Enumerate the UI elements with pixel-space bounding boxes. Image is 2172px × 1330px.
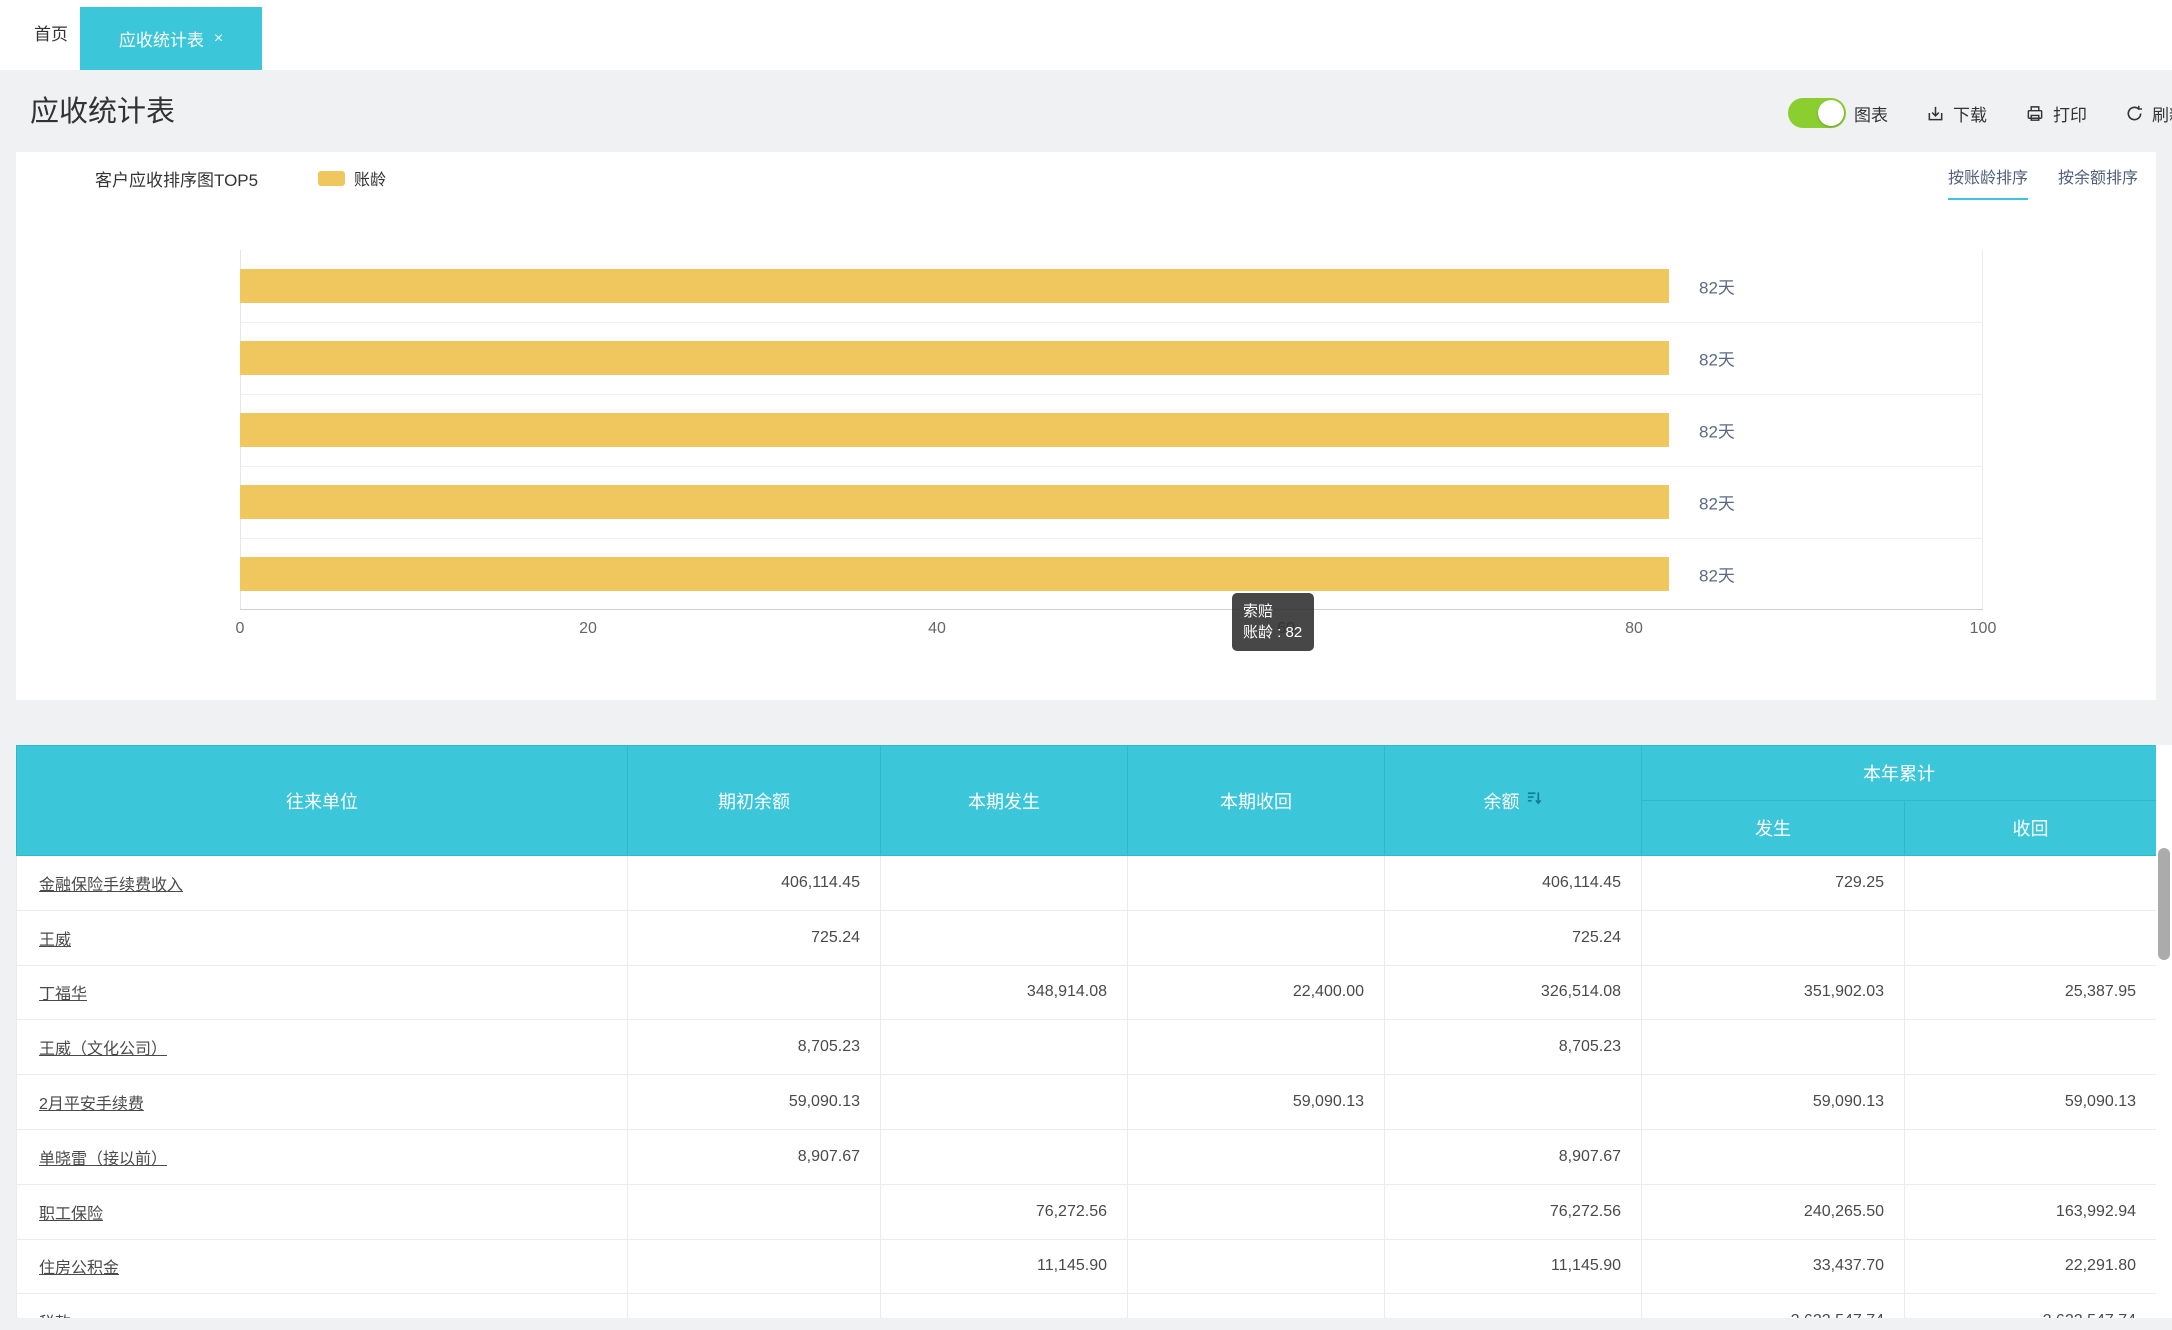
unit-link[interactable]: 2月平安手续费 xyxy=(39,1096,144,1114)
printer-icon xyxy=(2025,104,2045,123)
tab-home[interactable]: 首页 xyxy=(34,25,68,44)
bar-value-label: 82天 xyxy=(1699,566,1735,586)
bar-value-label: 82天 xyxy=(1699,422,1735,442)
x-tick: 40 xyxy=(928,620,946,637)
balance-header-label: 余额 xyxy=(1483,791,1520,812)
col-header-ytd: 本年累计 xyxy=(1641,745,2156,801)
vertical-scrollbar xyxy=(2156,745,2172,1318)
refresh-button[interactable]: 刷新 xyxy=(2125,101,2172,126)
unit-link[interactable]: 金融保险手续费收入 xyxy=(39,876,184,894)
refresh-label: 刷新 xyxy=(2152,105,2172,125)
x-tick: 0 xyxy=(235,620,245,637)
sort-descending-icon[interactable] xyxy=(1526,789,1543,812)
tab-receivable-statistics[interactable]: 应收统计表 × xyxy=(80,7,262,70)
chart-toggle-switch[interactable] xyxy=(1788,98,1846,128)
toggle-knob xyxy=(1818,100,1844,126)
close-icon[interactable]: × xyxy=(213,29,224,47)
x-tick: 20 xyxy=(579,620,597,637)
bar-segment[interactable] xyxy=(240,341,1670,375)
unit-link[interactable]: 单晓雷（接以前） xyxy=(39,1150,168,1168)
bar-segment[interactable] xyxy=(240,413,1670,447)
page-title: 应收统计表 xyxy=(30,96,176,128)
x-tick: 100 xyxy=(1969,620,1997,637)
x-axis-line xyxy=(240,609,1983,610)
col-header-current-incurred[interactable]: 本期发生 xyxy=(880,745,1128,856)
table-row: 税款 2,622,547.74 2,622,547.74 xyxy=(16,1293,2156,1318)
col-header-balance[interactable]: 余额 xyxy=(1384,745,1642,856)
table-row: 金融保险手续费收入 406,114.45 406,114.45 729.25 xyxy=(16,855,2156,911)
bar-segment[interactable] xyxy=(240,557,1670,591)
download-button[interactable]: 下载 xyxy=(1926,101,1987,126)
unit-link[interactable]: 王威 xyxy=(39,931,72,949)
unit-link[interactable]: 王威（文化公司） xyxy=(39,1041,168,1059)
receivable-chart-panel: 客户应收排序图TOP5 账龄 按账龄排序 按余额排序 王威 王威（文化公... … xyxy=(16,152,2156,700)
receivable-table: 往来单位 期初余额 本期发生 本期收回 余额 本年累计 xyxy=(16,745,2156,1318)
gridline xyxy=(240,394,1983,395)
print-button[interactable]: 打印 xyxy=(2025,101,2087,126)
col-header-ytd-recovered[interactable]: 收回 xyxy=(1904,800,2156,856)
table-row: 王威（文化公司） 8,705.23 8,705.23 xyxy=(16,1019,2156,1076)
bar-value-label: 82天 xyxy=(1699,350,1735,370)
tooltip-value: 账龄 : 82 xyxy=(1243,624,1303,641)
table-row: 2月平安手续费 59,090.13 59,090.13 59,090.13 59… xyxy=(16,1074,2156,1130)
chart-toggle-group: 图表 xyxy=(1788,98,1888,128)
x-tick: 80 xyxy=(1625,620,1643,637)
col-header-opening-balance[interactable]: 期初余额 xyxy=(627,745,881,856)
chart-toggle-label: 图表 xyxy=(1854,105,1888,125)
gridline xyxy=(240,466,1983,467)
chart-tooltip: 索赔 账龄 : 82 xyxy=(1232,593,1314,651)
sort-by-age-tab[interactable]: 按账龄排序 xyxy=(1947,164,2028,200)
chart-title: 客户应收排序图TOP5 xyxy=(95,171,259,190)
gridline xyxy=(240,322,1983,323)
bar-value-label: 82天 xyxy=(1699,278,1735,298)
gridline xyxy=(240,538,1983,539)
toolbar: 图表 下载 打印 刷新 xyxy=(1788,96,2172,130)
download-label: 下载 xyxy=(1953,105,1987,125)
tab-label: 应收统计表 xyxy=(118,31,204,50)
unit-link[interactable]: 税款 xyxy=(39,1315,71,1318)
refresh-icon xyxy=(2125,104,2144,123)
table-row: 职工保险 76,272.56 76,272.56 240,265.50 163,… xyxy=(16,1183,2156,1240)
unit-link[interactable]: 住房公积金 xyxy=(39,1260,120,1278)
table-row: 丁福华 348,914.08 22,400.00 326,514.08 351,… xyxy=(16,964,2156,1021)
print-label: 打印 xyxy=(2053,105,2087,125)
gridline-right xyxy=(1982,250,1983,610)
bar-segment[interactable] xyxy=(240,485,1670,519)
table-row: 住房公积金 11,145.90 11,145.90 33,437.70 22,2… xyxy=(16,1238,2156,1295)
bar-value-label: 82天 xyxy=(1699,494,1735,514)
legend-swatch-icon xyxy=(318,170,345,186)
sort-by-balance-tab[interactable]: 按余额排序 xyxy=(2057,170,2138,187)
tab-bar: 首页 应收统计表 × xyxy=(0,0,2172,70)
legend-label: 账龄 xyxy=(354,172,387,189)
receivable-table-panel: 往来单位 期初余额 本期发生 本期收回 余额 本年累计 xyxy=(16,745,2156,1318)
bar-segment[interactable] xyxy=(240,269,1670,303)
unit-link[interactable]: 丁福华 xyxy=(39,986,88,1004)
chart-legend[interactable]: 账龄 xyxy=(318,166,386,190)
table-row: 王威 725.24 725.24 xyxy=(16,909,2156,966)
table-row: 单晓雷（接以前） 8,907.67 8,907.67 xyxy=(16,1128,2156,1185)
scrollbar-thumb[interactable] xyxy=(2158,848,2170,960)
tooltip-title: 索赔 xyxy=(1243,603,1274,620)
chart-sort-tabs: 按账龄排序 按余额排序 xyxy=(1947,164,2138,200)
col-header-current-recovered[interactable]: 本期收回 xyxy=(1127,745,1385,856)
col-header-unit[interactable]: 往来单位 xyxy=(16,745,628,856)
unit-link[interactable]: 职工保险 xyxy=(39,1205,104,1223)
col-header-ytd-incurred[interactable]: 发生 xyxy=(1641,800,1905,856)
download-icon xyxy=(1926,104,1945,123)
